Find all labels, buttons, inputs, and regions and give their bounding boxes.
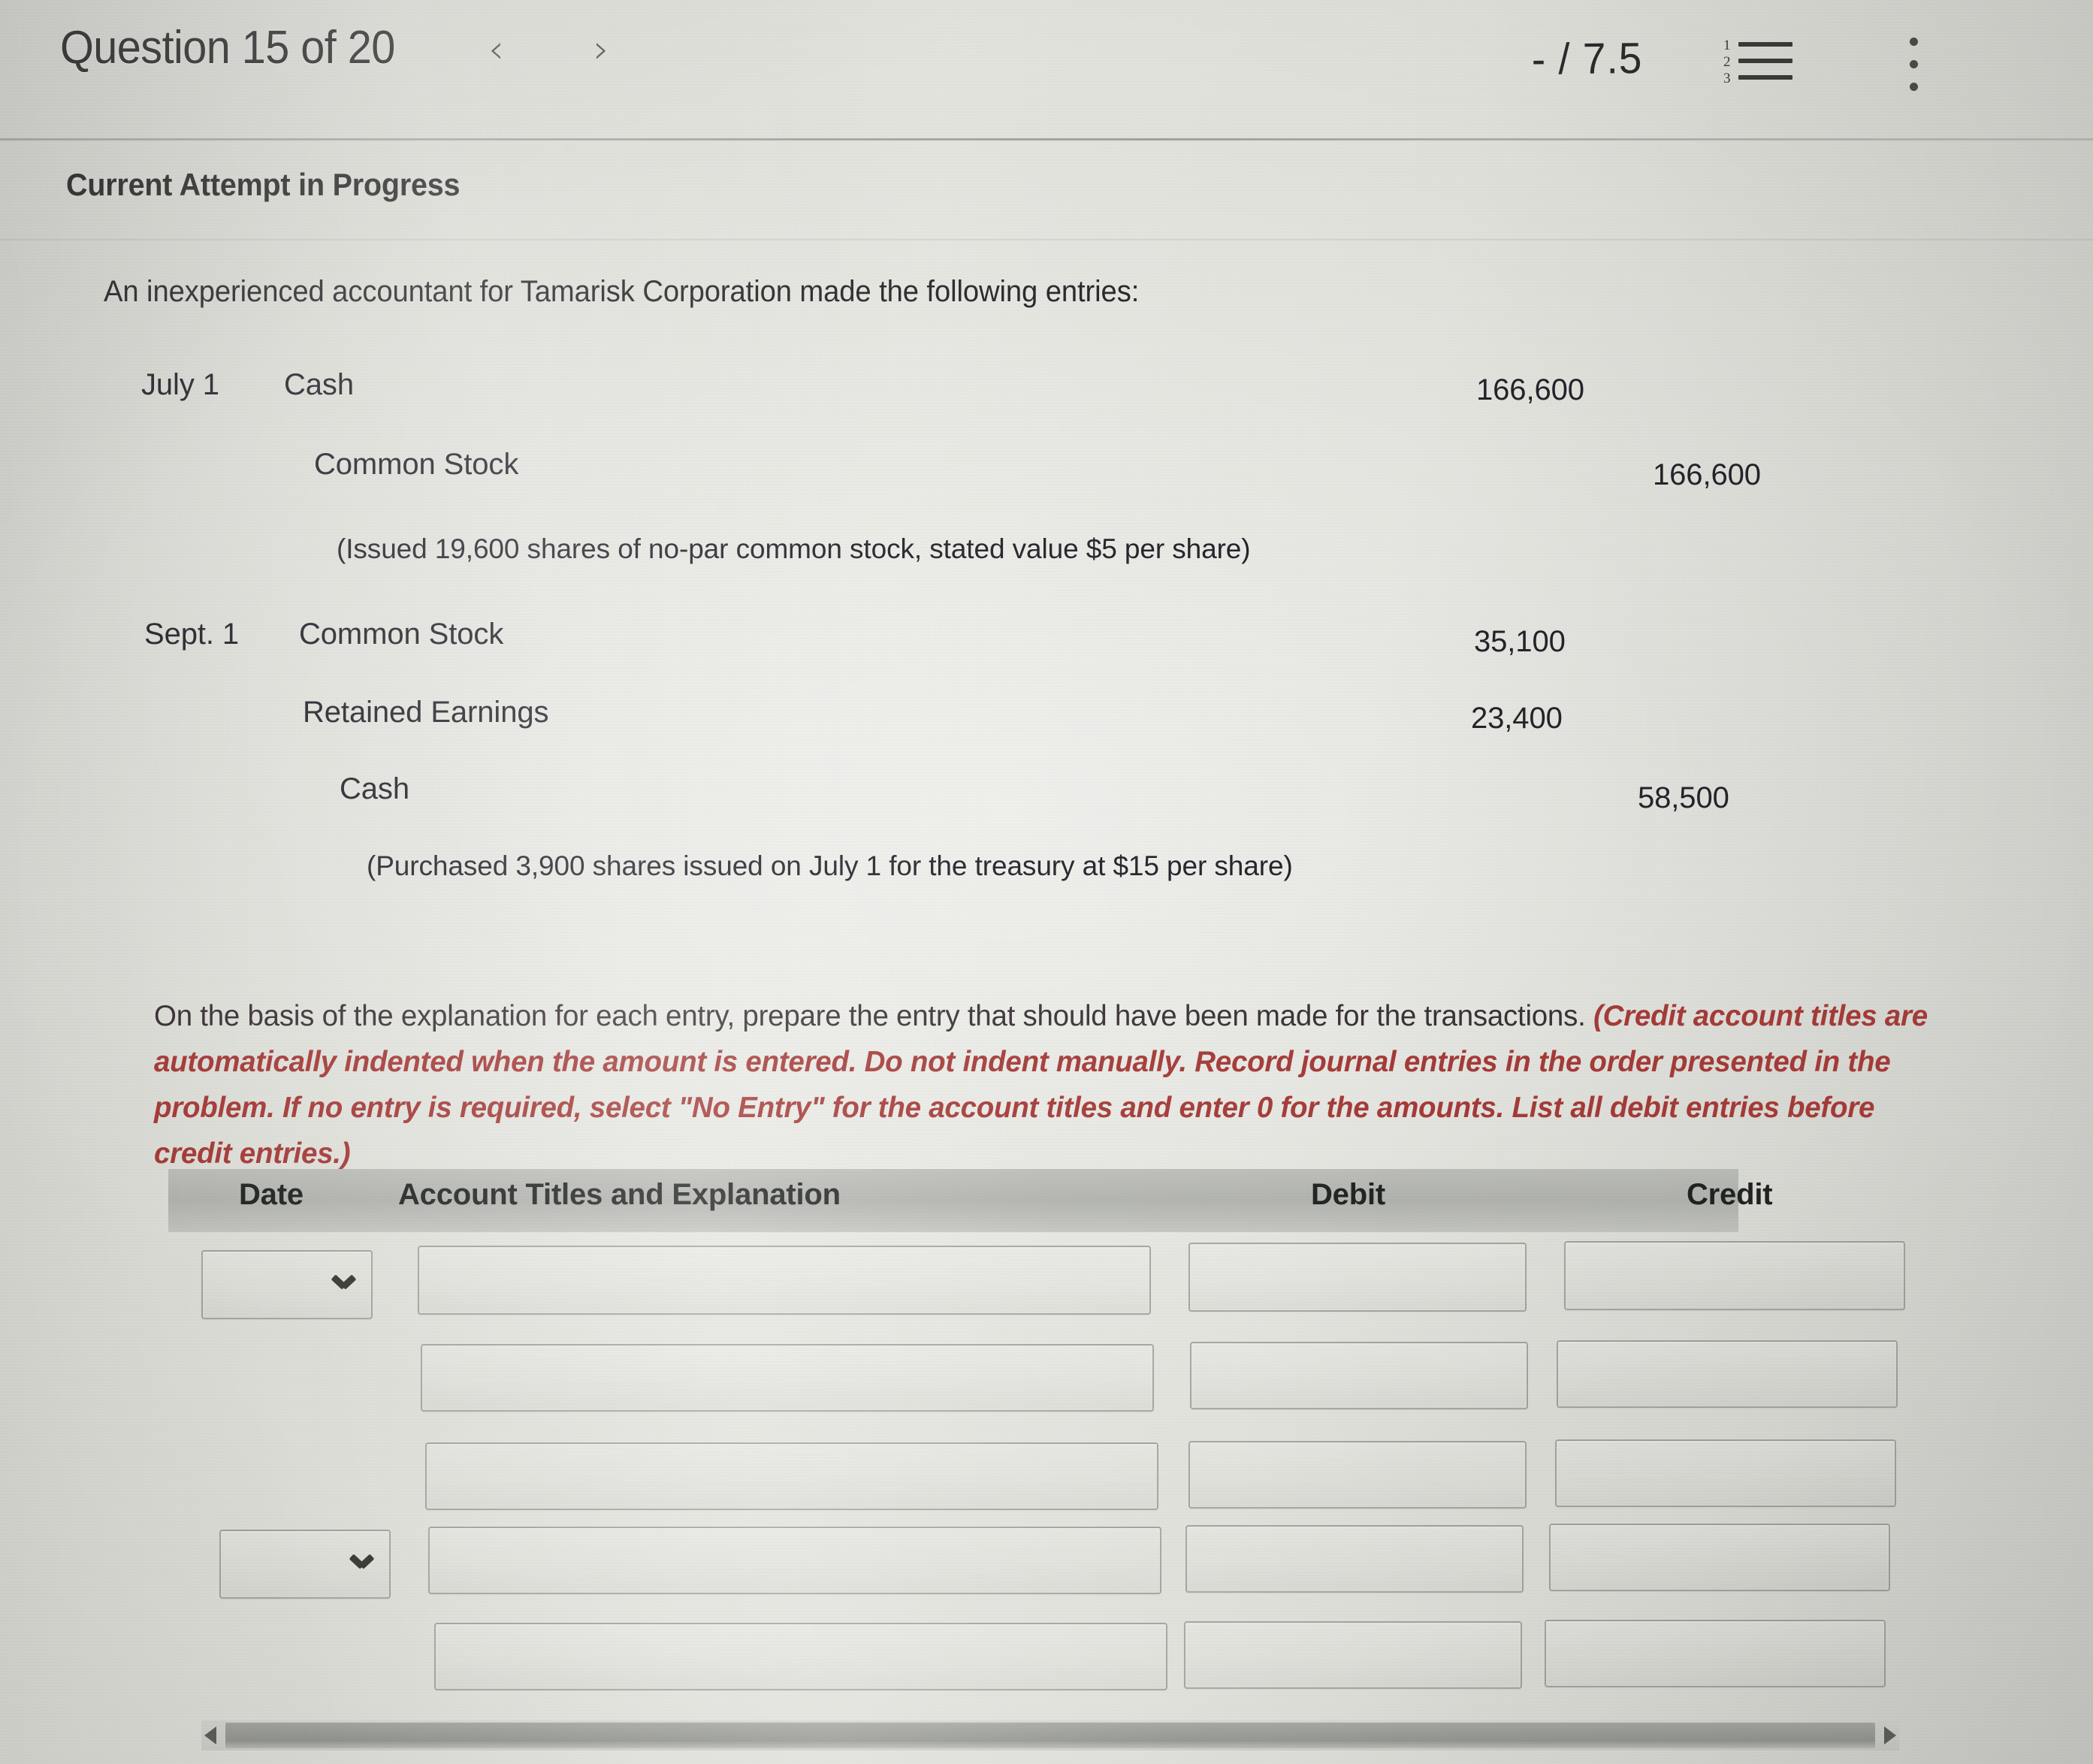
debit-input-row-3[interactable] (1188, 1441, 1527, 1509)
attempt-status: Current Attempt in Progress (66, 167, 461, 202)
menu-dot (1910, 83, 1918, 91)
date-select-row-4[interactable] (219, 1530, 391, 1599)
entry-explanation: (Purchased 3,900 shares issued on July 1… (367, 850, 1293, 881)
instruction-emphasis: (Credit account titles are automatically… (154, 1000, 1928, 1170)
triangle-right-icon[interactable] (1884, 1726, 1896, 1744)
menu-dot (1910, 60, 1918, 68)
list-number: 1 (1723, 38, 1731, 53)
chevron-left-icon[interactable]: ‹ (488, 27, 504, 72)
list-bar (1738, 75, 1792, 80)
debit-input-row-2[interactable] (1190, 1342, 1528, 1409)
problem-intro: An inexperienced accountant for Tamarisk… (104, 275, 1140, 308)
instruction-lead: On the basis of the explanation for each… (154, 1000, 1593, 1032)
entry-account-title: Cash (340, 772, 409, 805)
scrollbar-thumb[interactable] (225, 1723, 1875, 1748)
triangle-left-icon[interactable] (204, 1726, 216, 1744)
list-bar (1738, 59, 1792, 63)
header-divider (0, 138, 2093, 140)
account-title-input-row-1[interactable] (418, 1246, 1151, 1315)
credit-input-row-2[interactable] (1557, 1340, 1898, 1408)
chevron-down-icon (332, 1274, 355, 1297)
question-header: Question 15 of 20 ‹ › - / 7.5 1 2 3 (0, 0, 2093, 140)
entry-date: July 1 (141, 368, 219, 401)
column-header-credit: Credit (1687, 1178, 1773, 1211)
account-title-input-row-2[interactable] (421, 1344, 1154, 1412)
credit-input-row-1[interactable] (1564, 1241, 1905, 1310)
credit-input-row-4[interactable] (1549, 1524, 1890, 1591)
journal-table-header (168, 1169, 1738, 1232)
horizontal-scrollbar[interactable] (201, 1720, 1899, 1750)
entry-debit-amount: 166,600 (1476, 373, 1584, 406)
debit-input-row-5[interactable] (1184, 1621, 1522, 1689)
entry-date: Sept. 1 (144, 618, 240, 651)
list-number: 2 (1723, 54, 1731, 70)
column-header-date: Date (239, 1178, 304, 1211)
entry-credit-amount: 166,600 (1653, 458, 1761, 491)
entry-account-title: Common Stock (314, 448, 519, 481)
entry-account-title: Cash (284, 368, 354, 401)
entry-credit-amount: 58,500 (1638, 781, 1729, 814)
debit-input-row-1[interactable] (1188, 1243, 1527, 1312)
score-display: - / 7.5 (1531, 34, 1643, 84)
list-bar (1738, 42, 1792, 47)
credit-input-row-3[interactable] (1555, 1439, 1896, 1507)
account-title-input-row-4[interactable] (428, 1527, 1161, 1594)
account-title-input-row-5[interactable] (434, 1623, 1167, 1690)
list-number: 3 (1723, 71, 1731, 86)
chevron-right-icon[interactable]: › (593, 27, 609, 72)
column-header-account-titles: Account Titles and Explanation (398, 1178, 841, 1211)
entry-account-title: Common Stock (299, 618, 504, 651)
credit-input-row-5[interactable] (1545, 1620, 1886, 1687)
vertical-dots-menu-icon[interactable] (1904, 38, 1924, 95)
entry-explanation: (Issued 19,600 shares of no-par common s… (337, 533, 1251, 564)
numbered-list-icon[interactable]: 1 2 3 (1723, 38, 1792, 87)
date-select-row-1[interactable] (201, 1250, 373, 1319)
entry-debit-amount: 35,100 (1474, 625, 1566, 658)
instruction-text: On the basis of the explanation for each… (154, 993, 1950, 1177)
menu-dot (1910, 38, 1918, 46)
column-header-debit: Debit (1311, 1178, 1386, 1211)
account-title-input-row-3[interactable] (425, 1442, 1158, 1510)
debit-input-row-4[interactable] (1185, 1525, 1524, 1593)
chevron-down-icon (350, 1554, 373, 1576)
page-title: Question 15 of 20 (60, 22, 395, 74)
entry-debit-amount: 23,400 (1471, 702, 1563, 735)
entry-account-title: Retained Earnings (303, 696, 549, 729)
